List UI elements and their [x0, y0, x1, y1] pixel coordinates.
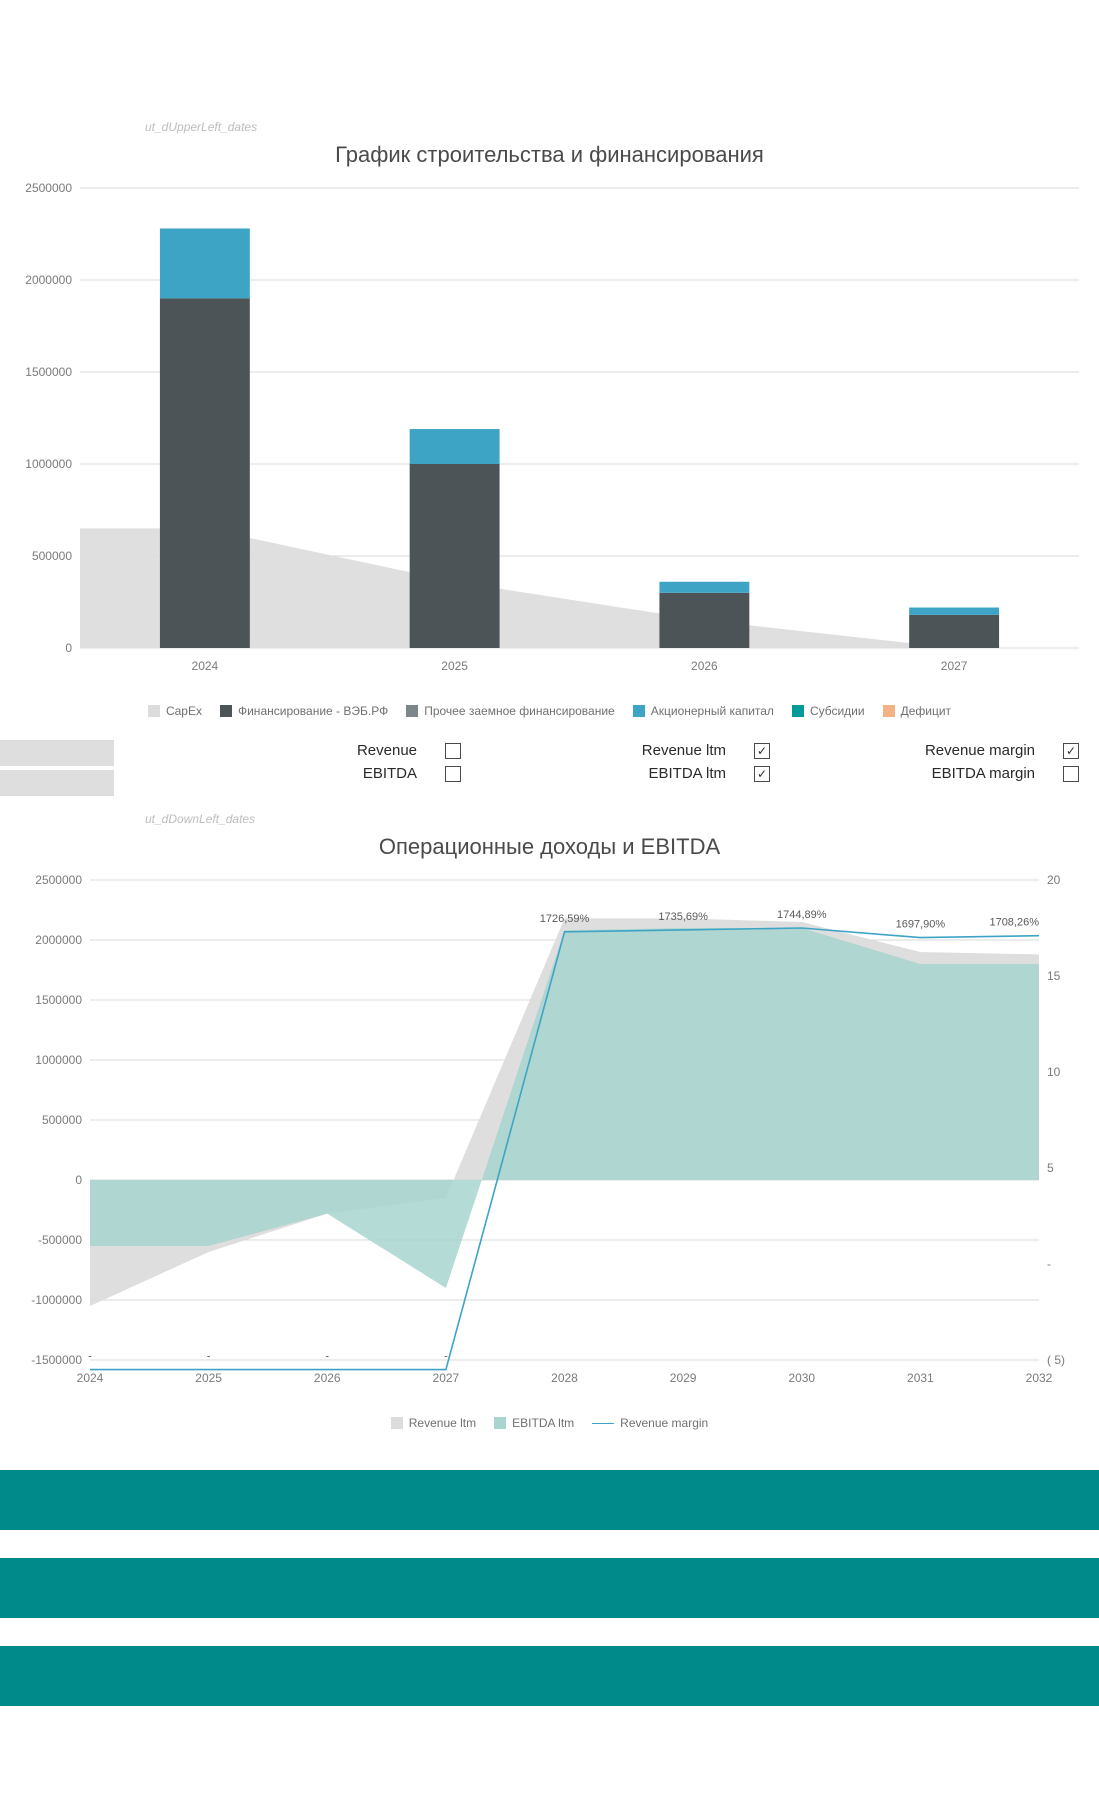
- svg-text:1744,89%: 1744,89%: [777, 909, 827, 921]
- svg-text:2026: 2026: [314, 1371, 341, 1385]
- chart1-title: График строительства и финансирования: [0, 142, 1099, 168]
- legend-item: Revenue margin: [592, 1416, 708, 1430]
- svg-text:-: -: [444, 1351, 448, 1363]
- svg-text:2500000: 2500000: [25, 181, 72, 195]
- svg-text:2500000: 2500000: [35, 873, 82, 887]
- toggle-checkbox[interactable]: [754, 743, 770, 759]
- series-toggle-controls: Revenue Revenue ltm Revenue margin EBITDA EB…: [0, 740, 1099, 804]
- legend-item: Revenue ltm: [391, 1416, 476, 1430]
- svg-text:2024: 2024: [77, 1371, 104, 1385]
- legend-item: Акционерный капитал: [633, 704, 774, 718]
- toggle-label: EBITDA ltm: [479, 765, 736, 782]
- svg-text:2024: 2024: [192, 659, 219, 673]
- svg-text:1726,59%: 1726,59%: [540, 913, 590, 925]
- svg-text:2025: 2025: [195, 1371, 222, 1385]
- svg-text:5: 5: [1047, 1161, 1054, 1175]
- svg-text:-: -: [1047, 1257, 1051, 1271]
- toggle-label: EBITDA margin: [788, 765, 1045, 782]
- svg-text:2031: 2031: [907, 1371, 934, 1385]
- legend-item: EBITDA ltm: [494, 1416, 574, 1430]
- svg-text:1000000: 1000000: [25, 457, 72, 471]
- svg-text:10: 10: [1047, 1065, 1061, 1079]
- watermark-upper: ut_dUpperLeft_dates: [0, 120, 1099, 134]
- svg-text:2028: 2028: [551, 1371, 578, 1385]
- svg-text:( 5): ( 5): [1047, 1353, 1065, 1367]
- chart2-title: Операционные доходы и EBITDA: [0, 834, 1099, 860]
- chart1-legend: CapEx Финансирование - ВЭБ.РФ Прочее заемн…: [0, 704, 1099, 718]
- toggle-label: Revenue ltm: [479, 742, 736, 759]
- svg-text:2000000: 2000000: [35, 933, 82, 947]
- svg-text:-1500000: -1500000: [31, 1353, 82, 1367]
- toggle-label: Revenue margin: [788, 742, 1045, 759]
- bottom-bands: [0, 1470, 1099, 1706]
- svg-text:0: 0: [65, 641, 72, 655]
- svg-text:20: 20: [1047, 873, 1061, 887]
- grey-tab[interactable]: [0, 770, 114, 796]
- svg-text:-500000: -500000: [38, 1233, 82, 1247]
- svg-text:2025: 2025: [441, 659, 468, 673]
- svg-text:1708,26%: 1708,26%: [989, 917, 1039, 929]
- svg-text:500000: 500000: [32, 549, 72, 563]
- svg-text:0: 0: [75, 1173, 82, 1187]
- svg-text:-: -: [88, 1351, 92, 1363]
- toggle-checkbox[interactable]: [445, 766, 461, 782]
- toggle-checkbox[interactable]: [1063, 766, 1079, 782]
- svg-text:-: -: [325, 1351, 329, 1363]
- toggle-checkbox[interactable]: [445, 743, 461, 759]
- legend-item: Дефицит: [883, 704, 951, 718]
- svg-text:500000: 500000: [42, 1113, 82, 1127]
- toggle-label: EBITDA: [170, 765, 427, 782]
- svg-text:2000000: 2000000: [25, 273, 72, 287]
- grey-tabs: [0, 740, 114, 800]
- legend-item: Субсидии: [792, 704, 865, 718]
- svg-text:2026: 2026: [691, 659, 718, 673]
- legend-item: CapEx: [148, 704, 202, 718]
- svg-text:2029: 2029: [670, 1371, 697, 1385]
- grey-tab[interactable]: [0, 740, 114, 766]
- svg-text:2027: 2027: [941, 659, 968, 673]
- legend-item: Финансирование - ВЭБ.РФ: [220, 704, 388, 718]
- legend-item: Прочее заемное финансирование: [406, 704, 615, 718]
- toggle-checkbox[interactable]: [1063, 743, 1079, 759]
- chart2: -1500000 -1000000 -500000 0 500000 1000000 150…: [0, 870, 1099, 1430]
- toggle-label: Revenue: [170, 742, 427, 759]
- svg-text:2030: 2030: [788, 1371, 815, 1385]
- svg-text:1500000: 1500000: [25, 365, 72, 379]
- svg-text:-: -: [207, 1351, 211, 1363]
- svg-text:1735,69%: 1735,69%: [658, 911, 708, 923]
- watermark-lower: ut_dDownLeft_dates: [0, 812, 1099, 826]
- svg-text:1000000: 1000000: [35, 1053, 82, 1067]
- toggle-checkbox[interactable]: [754, 766, 770, 782]
- chart1: 0 500000 1000000 1500000 2000000 2500000 2024 2…: [0, 178, 1099, 718]
- svg-text:-1000000: -1000000: [31, 1293, 82, 1307]
- svg-text:2027: 2027: [433, 1371, 460, 1385]
- chart2-legend: Revenue ltm EBITDA ltm Revenue margin: [0, 1416, 1099, 1430]
- svg-text:1697,90%: 1697,90%: [896, 919, 946, 931]
- svg-text:2032: 2032: [1026, 1371, 1053, 1385]
- svg-text:15: 15: [1047, 969, 1061, 983]
- svg-text:1500000: 1500000: [35, 993, 82, 1007]
